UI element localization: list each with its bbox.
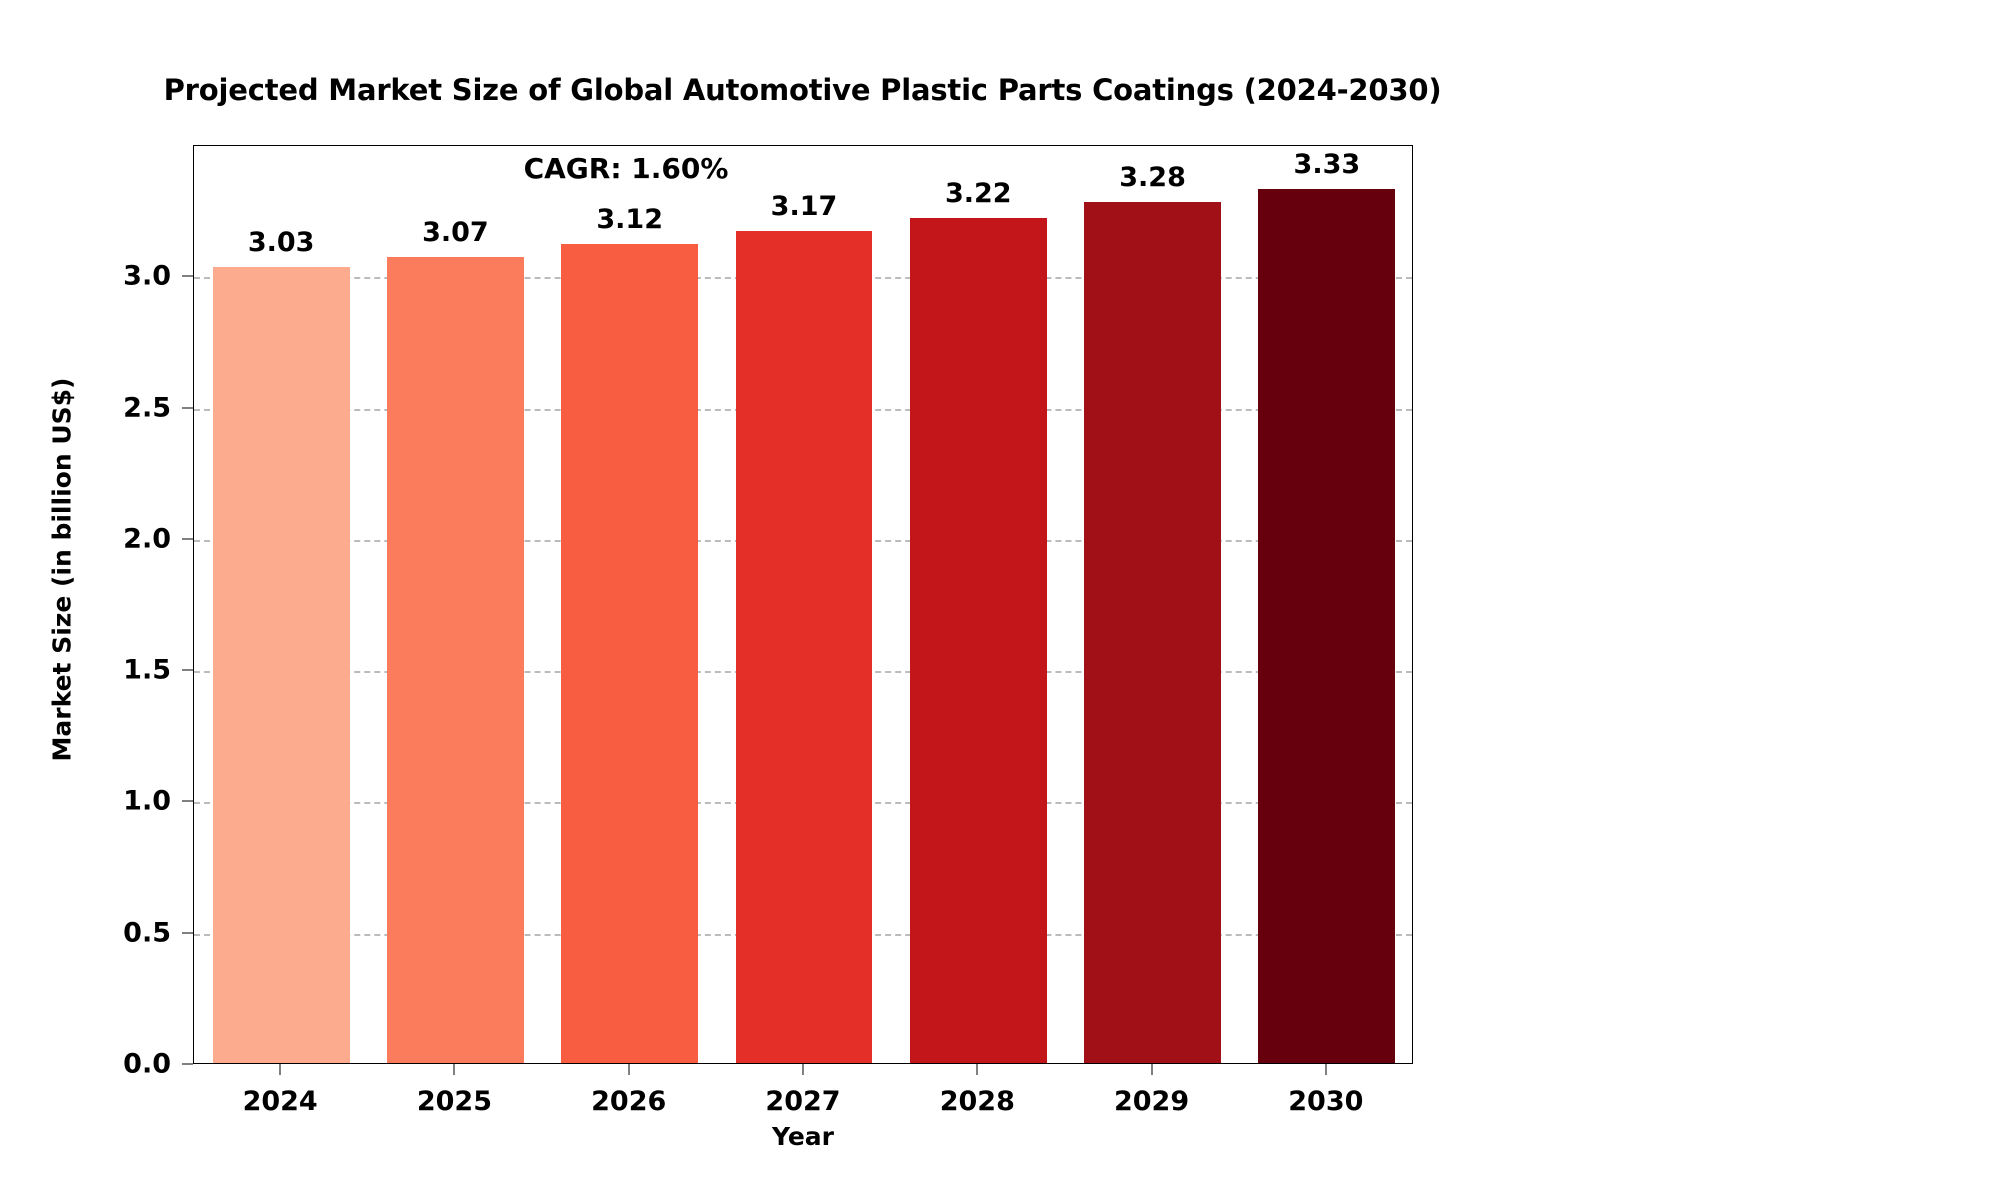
bar-value-label: 3.07 bbox=[422, 216, 489, 248]
y-tick-label: 2.0 bbox=[123, 523, 171, 555]
x-tick-mark bbox=[802, 1064, 804, 1075]
bar-2027[interactable]: 3.17 bbox=[735, 191, 873, 1063]
bar-value-label: 3.33 bbox=[1293, 148, 1361, 180]
x-tick-mark bbox=[628, 1064, 630, 1075]
y-axis: Market Size (in billion US$) 0.0 0.5 1.0 1.… bbox=[0, 145, 193, 1080]
bar-value-label: 3.12 bbox=[596, 203, 664, 235]
x-tick-mark bbox=[279, 1064, 281, 1075]
x-tick-mark bbox=[1151, 1064, 1153, 1075]
bar-value-label: 3.22 bbox=[944, 177, 1012, 209]
bar-2028[interactable]: 3.22 bbox=[909, 178, 1047, 1063]
x-tick-label-2029: 2029 bbox=[1113, 1086, 1190, 1117]
x-axis-label: Year bbox=[772, 1122, 834, 1151]
y-tick-label: 2.5 bbox=[123, 392, 171, 424]
y-tick-mark bbox=[182, 407, 193, 409]
bar-2024[interactable]: 3.03 bbox=[212, 227, 350, 1063]
y-tick-mark bbox=[182, 669, 193, 671]
bar-2026[interactable]: 3.12 bbox=[561, 204, 699, 1063]
cagr-annotation: CAGR: 1.60% bbox=[523, 152, 729, 185]
y-tick-mark bbox=[182, 275, 193, 277]
x-tick-label-2027: 2027 bbox=[765, 1086, 841, 1117]
x-tick-label-2026: 2026 bbox=[591, 1086, 667, 1117]
plot-area: 3.03 3.07 3.12 3.17 3.22 3.28 3.33 CAGR: 1.60% bbox=[193, 145, 1413, 1064]
x-axis: 2024 2025 2026 2027 2028 2029 2030 bbox=[193, 1064, 1413, 1144]
plot-inner: 3.03 3.07 3.12 3.17 3.22 3.28 3.33 CAGR: 1.60% bbox=[194, 146, 1412, 1063]
x-tick-label-2030: 2030 bbox=[1288, 1086, 1364, 1117]
bar-value-label: 3.17 bbox=[770, 190, 838, 222]
y-tick-mark bbox=[182, 932, 193, 934]
y-tick-mark bbox=[182, 538, 193, 540]
y-axis-label: Market Size (in billion US$) bbox=[47, 377, 77, 762]
bar-2025[interactable]: 3.07 bbox=[386, 217, 524, 1063]
chart-title: Projected Market Size of Global Automoti… bbox=[163, 73, 1442, 107]
x-tick-mark bbox=[453, 1064, 455, 1075]
y-tick-label: 0.0 bbox=[123, 1048, 171, 1080]
y-tick-label: 0.5 bbox=[123, 917, 171, 949]
bar-value-label: 3.03 bbox=[247, 227, 315, 259]
y-tick-label: 3.0 bbox=[123, 260, 171, 292]
x-tick-label-2024: 2024 bbox=[242, 1086, 318, 1117]
bar-2029[interactable]: 3.28 bbox=[1084, 162, 1222, 1063]
y-tick-mark bbox=[182, 800, 193, 802]
x-tick-mark bbox=[1325, 1064, 1327, 1075]
y-tick-label: 1.5 bbox=[123, 654, 171, 686]
x-tick-label-2025: 2025 bbox=[416, 1086, 492, 1117]
bar-2030[interactable]: 3.33 bbox=[1258, 149, 1396, 1063]
x-tick-mark bbox=[976, 1064, 978, 1075]
y-tick-mark bbox=[182, 1063, 193, 1065]
bar-value-label: 3.28 bbox=[1119, 161, 1186, 193]
y-tick-label: 1.0 bbox=[123, 785, 171, 817]
x-tick-label-2028: 2028 bbox=[939, 1086, 1015, 1117]
